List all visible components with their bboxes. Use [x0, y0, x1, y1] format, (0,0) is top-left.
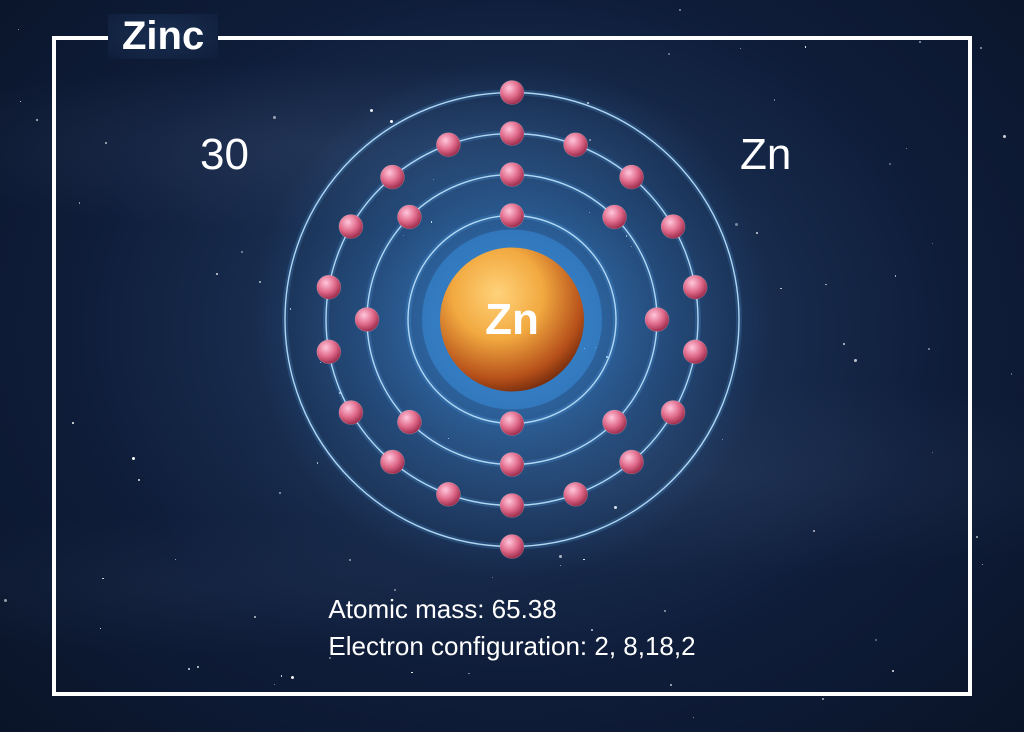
electron-shell2-6 — [661, 401, 685, 425]
electron-shell2-14 — [317, 275, 341, 299]
info-row-1: Electron configuration: 2, 8,18,2 — [328, 631, 695, 662]
electron-shell2-4 — [683, 275, 707, 299]
electron-shell2-15 — [339, 215, 363, 239]
info-block: Atomic mass: 65.38 Electron configuration… — [328, 588, 695, 662]
atom-svg: Zn — [253, 61, 771, 579]
electron-shell1-4 — [500, 453, 524, 477]
electron-shell2-7 — [620, 450, 644, 474]
electron-shell2-16 — [380, 165, 404, 189]
atomic-number-label: 30 — [200, 130, 249, 180]
info-label: Atomic mass: — [328, 594, 491, 624]
nucleus-symbol: Zn — [485, 295, 539, 344]
electron-shell2-11 — [380, 450, 404, 474]
info-row-0: Atomic mass: 65.38 — [328, 594, 695, 625]
atom-diagram: Zn — [253, 61, 771, 584]
electron-shell1-3 — [603, 410, 627, 434]
electron-shell3-0 — [500, 81, 524, 105]
electron-shell1-6 — [355, 308, 379, 332]
electron-shell0-0 — [500, 204, 524, 228]
electron-shell2-17 — [436, 133, 460, 157]
electron-shell1-7 — [397, 205, 421, 229]
electron-shell2-3 — [661, 215, 685, 239]
electron-shell3-1 — [500, 535, 524, 559]
electron-shell2-5 — [683, 340, 707, 364]
electron-shell0-1 — [500, 412, 524, 436]
info-value: 2, 8,18,2 — [594, 631, 695, 661]
electron-shell2-9 — [500, 494, 524, 518]
electron-shell2-10 — [436, 482, 460, 506]
electron-shell2-2 — [620, 165, 644, 189]
title-wrap: Zinc — [108, 14, 218, 59]
electron-shell2-12 — [339, 401, 363, 425]
electron-shell2-8 — [564, 482, 588, 506]
electron-shell1-2 — [645, 308, 669, 332]
electron-shell2-1 — [564, 133, 588, 157]
electron-shell2-13 — [317, 340, 341, 364]
element-title: Zinc — [122, 14, 204, 58]
info-label: Electron configuration: — [328, 631, 594, 661]
electron-shell1-1 — [603, 205, 627, 229]
electron-shell1-0 — [500, 163, 524, 187]
electron-shell1-5 — [397, 410, 421, 434]
electron-shell2-0 — [500, 122, 524, 146]
info-value: 65.38 — [492, 594, 557, 624]
